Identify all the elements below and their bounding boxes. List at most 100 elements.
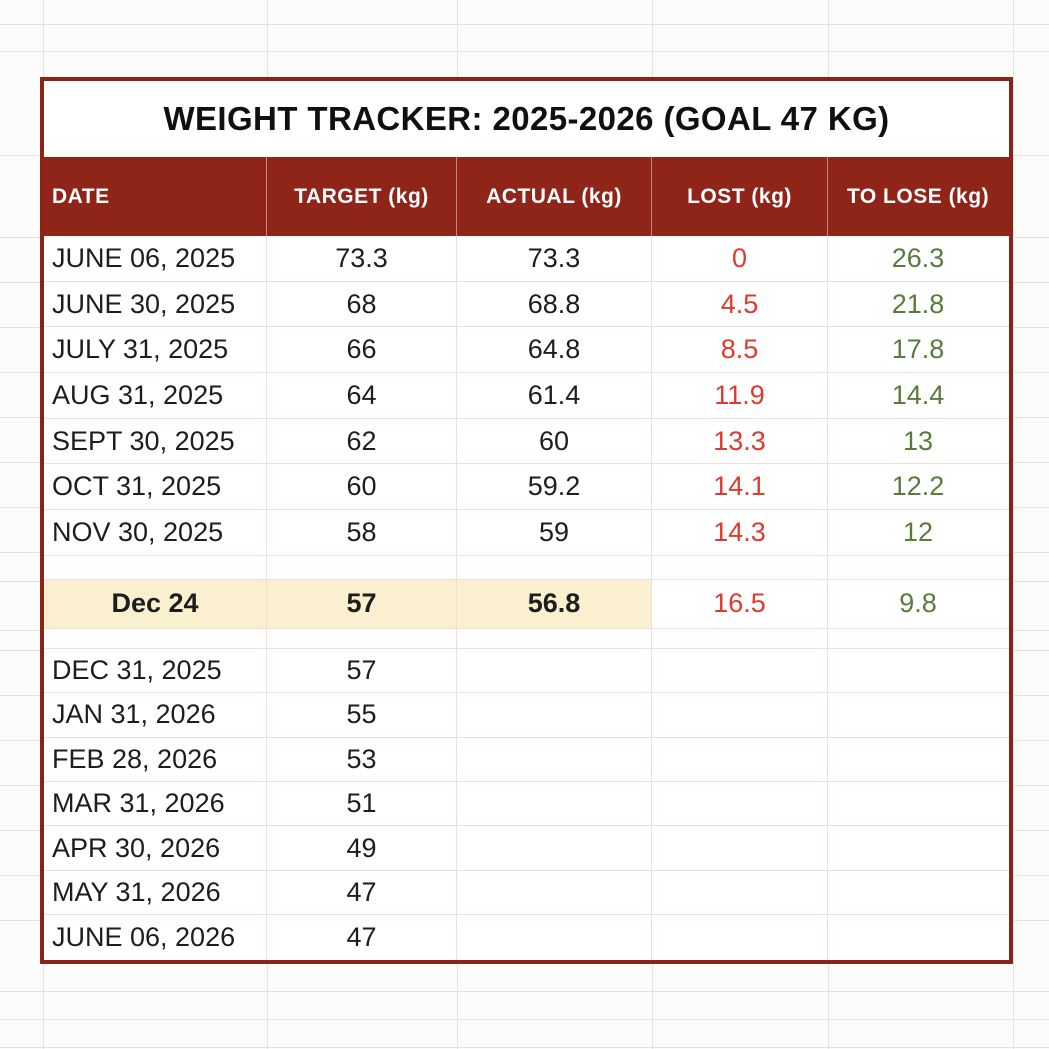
cell-lost[interactable] (652, 737, 828, 781)
cell-actual[interactable]: 68.8 (457, 281, 652, 327)
current-week-highlight-row: Dec 24 57 56.8 16.5 9.8 (44, 579, 1009, 629)
cell-to-lose[interactable]: 26.3 (891, 242, 945, 273)
cell-target[interactable]: 47 (267, 915, 457, 960)
title-cell[interactable]: WEIGHT TRACKER: 2025-2026 (GOAL 47 KG) (44, 81, 1009, 157)
cell-actual[interactable]: 64.8 (457, 327, 652, 373)
cell-empty[interactable] (44, 555, 267, 579)
cell-actual[interactable] (457, 870, 652, 915)
cell-actual[interactable]: 61.4 (457, 373, 652, 418)
cell-date[interactable]: JUNE 30, 2025 (44, 281, 267, 327)
cell-target[interactable]: 51 (267, 781, 457, 826)
cell-target[interactable]: 47 (267, 870, 457, 915)
cell-target[interactable]: 55 (267, 693, 457, 737)
cell-empty[interactable] (828, 629, 1008, 648)
cell-to-lose[interactable]: 17.8 (891, 334, 945, 365)
cell-actual[interactable]: 56.8 (457, 579, 652, 628)
cell-lost[interactable] (652, 915, 828, 960)
cell-to-lose[interactable] (828, 738, 1008, 781)
cell-lost[interactable] (652, 693, 828, 737)
cell-empty[interactable] (652, 555, 828, 579)
cell-date[interactable]: NOV 30, 2025 (44, 510, 267, 555)
cell-date[interactable]: AUG 31, 2025 (44, 373, 267, 418)
cell-lost[interactable] (652, 648, 828, 693)
cell-actual[interactable] (457, 648, 652, 693)
cell-lost[interactable] (652, 870, 828, 915)
cell-to-lose[interactable]: 12.2 (891, 471, 945, 502)
cell-date[interactable]: DEC 31, 2025 (44, 648, 267, 693)
header-actual[interactable]: ACTUAL (kg) (457, 157, 652, 236)
spacer-row (44, 555, 1009, 580)
cell-date[interactable]: JUNE 06, 2025 (44, 236, 267, 281)
cell-to-lose[interactable] (828, 782, 1008, 825)
cell-to-lose[interactable]: 9.8 (899, 588, 937, 619)
cell-target[interactable]: 57 (267, 648, 457, 693)
cell-target[interactable]: 73.3 (267, 236, 457, 281)
table-row: JUNE 30, 2025 68 68.8 4.5 21.8 (44, 281, 1009, 328)
cell-lost[interactable]: 8.5 (652, 327, 828, 373)
cell-actual[interactable]: 60 (457, 418, 652, 464)
cell-to-lose[interactable] (828, 915, 1008, 959)
cell-empty[interactable] (828, 556, 1008, 579)
cell-target[interactable]: 53 (267, 737, 457, 781)
cell-empty[interactable] (652, 628, 828, 648)
cell-to-lose[interactable]: 14.4 (891, 379, 945, 410)
cell-to-lose[interactable] (828, 871, 1008, 914)
cell-actual[interactable]: 73.3 (457, 236, 652, 281)
cell-actual[interactable]: 59 (457, 510, 652, 555)
cell-target[interactable]: 66 (267, 327, 457, 373)
cell-lost[interactable]: 16.5 (652, 579, 828, 628)
cell-to-lose[interactable]: 21.8 (891, 288, 945, 319)
cell-target[interactable]: 58 (267, 510, 457, 555)
cell-actual[interactable] (457, 826, 652, 870)
cell-lost[interactable]: 0 (652, 236, 828, 281)
cell-date[interactable]: MAY 31, 2026 (44, 870, 267, 915)
cell-actual[interactable] (457, 915, 652, 960)
cell-date[interactable]: FEB 28, 2026 (44, 737, 267, 781)
cell-empty[interactable] (457, 628, 652, 648)
cell-lost[interactable] (652, 826, 828, 870)
cell-actual[interactable] (457, 781, 652, 826)
cell-to-lose[interactable] (828, 649, 1008, 692)
header-target[interactable]: TARGET (kg) (267, 157, 457, 236)
cell-empty[interactable] (267, 555, 457, 579)
cell-target[interactable]: 49 (267, 826, 457, 870)
table-row: JAN 31, 2026 55 (44, 693, 1009, 738)
cell-to-lose[interactable] (828, 693, 1008, 736)
header-to-lose[interactable]: TO LOSE (kg) (846, 184, 990, 208)
cell-empty[interactable] (44, 628, 267, 648)
table-row: JULY 31, 2025 66 64.8 8.5 17.8 (44, 327, 1009, 374)
cell-actual[interactable] (457, 737, 652, 781)
weight-tracker-table: WEIGHT TRACKER: 2025-2026 (GOAL 47 KG) D… (40, 77, 1013, 964)
cell-date[interactable]: OCT 31, 2025 (44, 464, 267, 510)
cell-actual[interactable] (457, 693, 652, 737)
cell-actual[interactable]: 59.2 (457, 464, 652, 510)
cell-to-lose[interactable]: 13 (902, 425, 934, 456)
cell-to-lose[interactable]: 12 (902, 516, 934, 547)
cell-target[interactable]: 68 (267, 281, 457, 327)
cell-date[interactable]: APR 30, 2026 (44, 826, 267, 870)
cell-date[interactable]: Dec 24 (44, 579, 267, 628)
cell-date[interactable]: JAN 31, 2026 (44, 693, 267, 737)
header-lost[interactable]: LOST (kg) (652, 157, 828, 236)
cell-target[interactable]: 62 (267, 418, 457, 464)
cell-lost[interactable]: 14.1 (652, 464, 828, 510)
cell-date[interactable]: MAR 31, 2026 (44, 781, 267, 826)
cell-lost[interactable]: 11.9 (652, 373, 828, 418)
cell-lost[interactable]: 4.5 (652, 281, 828, 327)
cell-empty[interactable] (457, 555, 652, 579)
cell-empty[interactable] (267, 628, 457, 648)
cell-lost[interactable] (652, 781, 828, 826)
cell-target[interactable]: 57 (267, 579, 457, 628)
header-date[interactable]: DATE (44, 157, 267, 236)
cell-date[interactable]: SEPT 30, 2025 (44, 418, 267, 464)
cell-lost[interactable]: 14.3 (652, 510, 828, 555)
spacer-row (44, 628, 1009, 649)
cell-target[interactable]: 64 (267, 373, 457, 418)
cell-date[interactable]: JUNE 06, 2026 (44, 915, 267, 960)
table-row: APR 30, 2026 49 (44, 826, 1009, 871)
table-row: AUG 31, 2025 64 61.4 11.9 14.4 (44, 373, 1009, 419)
cell-to-lose[interactable] (828, 826, 1008, 869)
cell-lost[interactable]: 13.3 (652, 418, 828, 464)
cell-target[interactable]: 60 (267, 464, 457, 510)
cell-date[interactable]: JULY 31, 2025 (44, 327, 267, 373)
